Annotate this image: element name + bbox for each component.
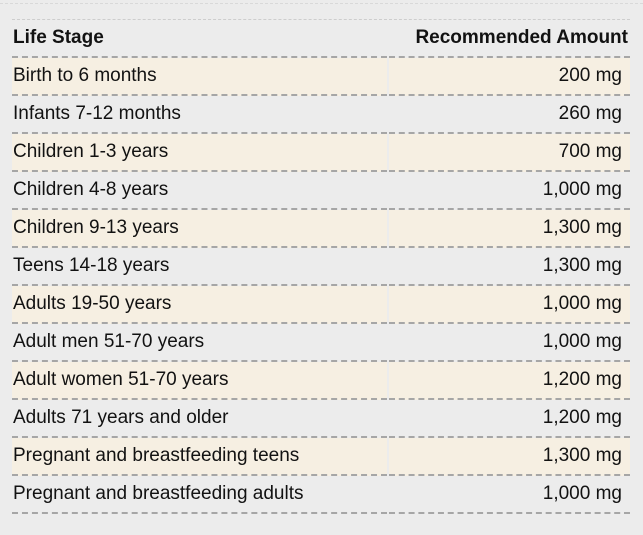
amount-cell: 1,300 mg bbox=[389, 438, 630, 476]
life-stage-cell: Adults 19-50 years bbox=[12, 286, 388, 324]
table-row: Children 1-3 years 700 mg bbox=[12, 134, 630, 172]
amount-cell: 260 mg bbox=[389, 96, 630, 134]
life-stage-cell: Teens 14-18 years bbox=[12, 248, 388, 286]
life-stage-cell: Pregnant and breastfeeding adults bbox=[12, 476, 388, 514]
amount-cell: 200 mg bbox=[389, 58, 630, 96]
table-row: Children 4-8 years 1,000 mg bbox=[12, 172, 630, 210]
amount-cell: 1,000 mg bbox=[389, 476, 630, 514]
amount-cell: 1,000 mg bbox=[389, 286, 630, 324]
table-container: Life Stage Recommended Amount Birth to 6… bbox=[0, 19, 643, 514]
life-stage-cell: Adults 71 years and older bbox=[12, 400, 388, 438]
table-row: Children 9-13 years 1,300 mg bbox=[12, 210, 630, 248]
table-row: Adults 19-50 years 1,000 mg bbox=[12, 286, 630, 324]
table-header-row: Life Stage Recommended Amount bbox=[12, 19, 630, 58]
table-row: Adults 71 years and older 1,200 mg bbox=[12, 400, 630, 438]
amount-cell: 1,000 mg bbox=[389, 172, 630, 210]
table-row: Birth to 6 months 200 mg bbox=[12, 58, 630, 96]
life-stage-cell: Children 1-3 years bbox=[12, 134, 388, 172]
recommended-amount-table: Life Stage Recommended Amount Birth to 6… bbox=[10, 19, 632, 514]
amount-cell: 1,300 mg bbox=[389, 210, 630, 248]
table-row: Pregnant and breastfeeding adults 1,000 … bbox=[12, 476, 630, 514]
col-header-recommended-amount: Recommended Amount bbox=[389, 19, 630, 58]
table-row: Infants 7-12 months 260 mg bbox=[12, 96, 630, 134]
table-row: Pregnant and breastfeeding teens 1,300 m… bbox=[12, 438, 630, 476]
life-stage-cell: Children 9-13 years bbox=[12, 210, 388, 248]
table-row: Teens 14-18 years 1,300 mg bbox=[12, 248, 630, 286]
amount-cell: 1,300 mg bbox=[389, 248, 630, 286]
life-stage-cell: Adult women 51-70 years bbox=[12, 362, 388, 400]
life-stage-cell: Pregnant and breastfeeding teens bbox=[12, 438, 388, 476]
life-stage-cell: Birth to 6 months bbox=[12, 58, 388, 96]
life-stage-cell: Adult men 51-70 years bbox=[12, 324, 388, 362]
page-top-divider bbox=[0, 3, 643, 4]
table-row: Adult women 51-70 years 1,200 mg bbox=[12, 362, 630, 400]
life-stage-cell: Children 4-8 years bbox=[12, 172, 388, 210]
amount-cell: 1,200 mg bbox=[389, 362, 630, 400]
amount-cell: 1,000 mg bbox=[389, 324, 630, 362]
amount-cell: 700 mg bbox=[389, 134, 630, 172]
amount-cell: 1,200 mg bbox=[389, 400, 630, 438]
col-header-life-stage: Life Stage bbox=[12, 19, 388, 58]
table-row: Adult men 51-70 years 1,000 mg bbox=[12, 324, 630, 362]
life-stage-cell: Infants 7-12 months bbox=[12, 96, 388, 134]
